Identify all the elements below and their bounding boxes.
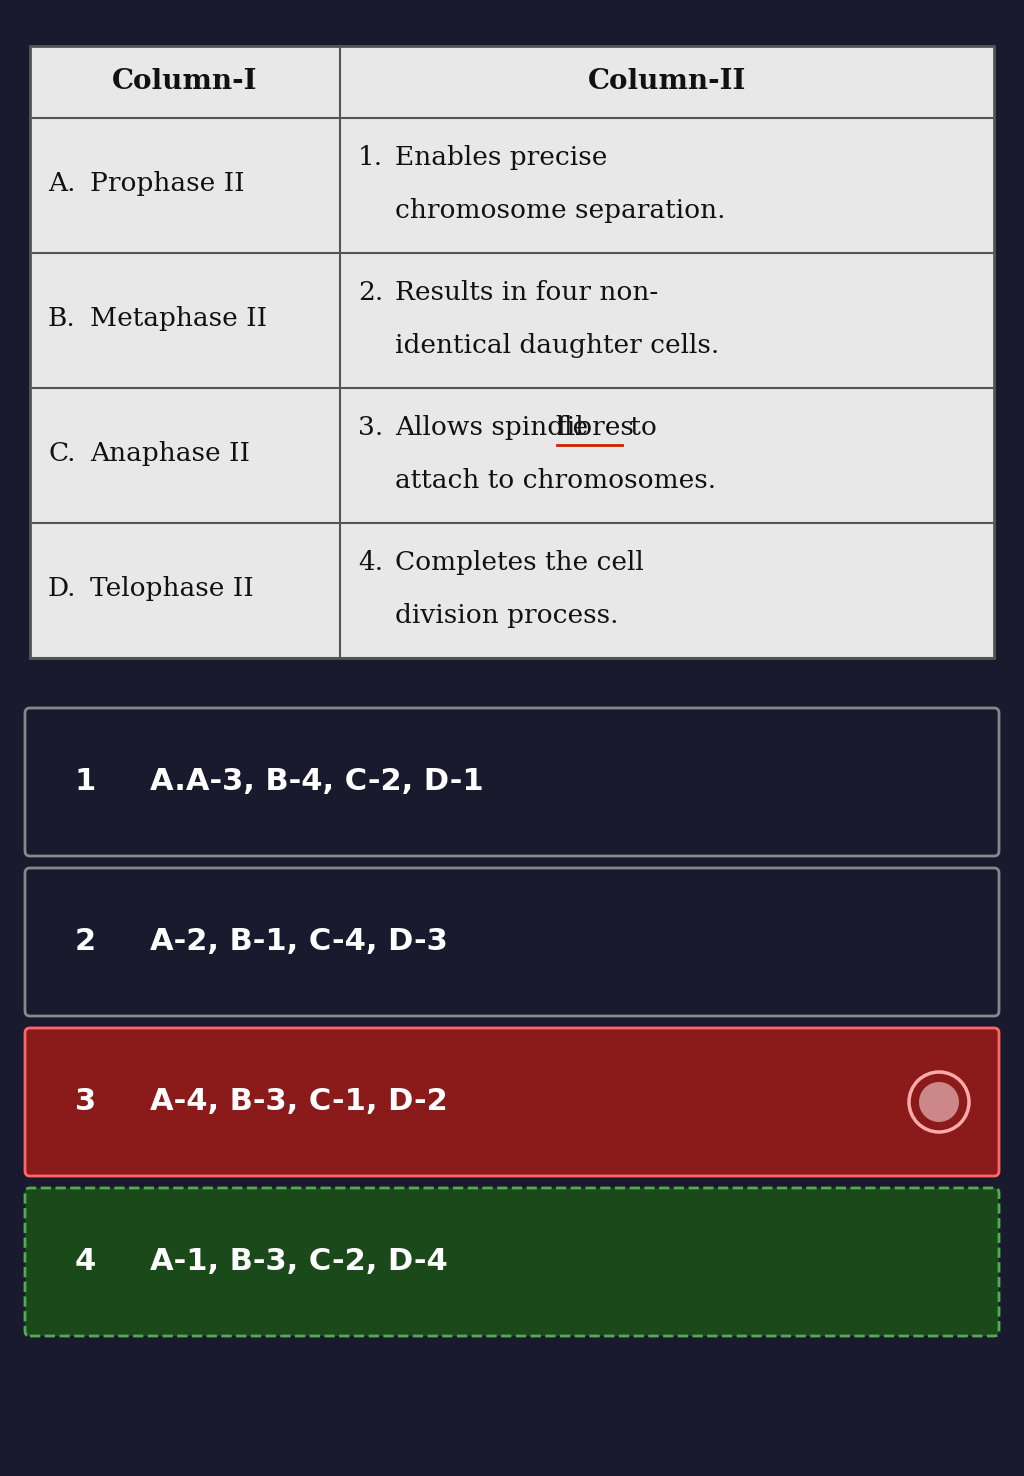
Text: 3: 3 bbox=[75, 1088, 96, 1116]
Text: 1.: 1. bbox=[358, 145, 383, 170]
Text: 3.: 3. bbox=[358, 415, 383, 440]
Text: 4: 4 bbox=[75, 1247, 96, 1277]
Text: B.: B. bbox=[48, 306, 76, 331]
Text: C.: C. bbox=[48, 441, 76, 466]
Text: Enables precise: Enables precise bbox=[395, 145, 607, 170]
Text: 2: 2 bbox=[75, 927, 96, 956]
FancyBboxPatch shape bbox=[30, 46, 994, 658]
FancyBboxPatch shape bbox=[25, 708, 999, 856]
Text: attach to chromosomes.: attach to chromosomes. bbox=[395, 468, 716, 493]
Text: identical daughter cells.: identical daughter cells. bbox=[395, 334, 719, 359]
Text: fibres: fibres bbox=[557, 415, 634, 440]
Text: 4.: 4. bbox=[358, 551, 383, 576]
Text: A-4, B-3, C-1, D-2: A-4, B-3, C-1, D-2 bbox=[150, 1088, 447, 1116]
Text: Results in four non-: Results in four non- bbox=[395, 280, 658, 306]
Circle shape bbox=[919, 1082, 959, 1122]
Text: Allows spindle: Allows spindle bbox=[395, 415, 597, 440]
Text: A-1, B-3, C-2, D-4: A-1, B-3, C-2, D-4 bbox=[150, 1247, 447, 1277]
Text: 1: 1 bbox=[75, 768, 96, 797]
Text: Telophase II: Telophase II bbox=[90, 576, 254, 601]
Text: Anaphase II: Anaphase II bbox=[90, 441, 250, 466]
Text: Metaphase II: Metaphase II bbox=[90, 306, 267, 331]
Text: chromosome separation.: chromosome separation. bbox=[395, 198, 725, 223]
FancyBboxPatch shape bbox=[25, 1188, 999, 1336]
Text: to: to bbox=[622, 415, 656, 440]
Text: D.: D. bbox=[48, 576, 77, 601]
FancyBboxPatch shape bbox=[25, 1027, 999, 1176]
Text: Completes the cell: Completes the cell bbox=[395, 551, 644, 576]
Circle shape bbox=[909, 1072, 969, 1132]
Text: Prophase II: Prophase II bbox=[90, 171, 245, 196]
Text: A-2, B-1, C-4, D-3: A-2, B-1, C-4, D-3 bbox=[150, 927, 447, 956]
Text: Column-II: Column-II bbox=[588, 68, 746, 96]
FancyBboxPatch shape bbox=[25, 868, 999, 1015]
Text: Column-I: Column-I bbox=[113, 68, 258, 96]
Text: A.: A. bbox=[48, 171, 76, 196]
Text: 2.: 2. bbox=[358, 280, 383, 306]
Text: A.A-3, B-4, C-2, D-1: A.A-3, B-4, C-2, D-1 bbox=[150, 768, 483, 797]
Text: division process.: division process. bbox=[395, 604, 618, 627]
